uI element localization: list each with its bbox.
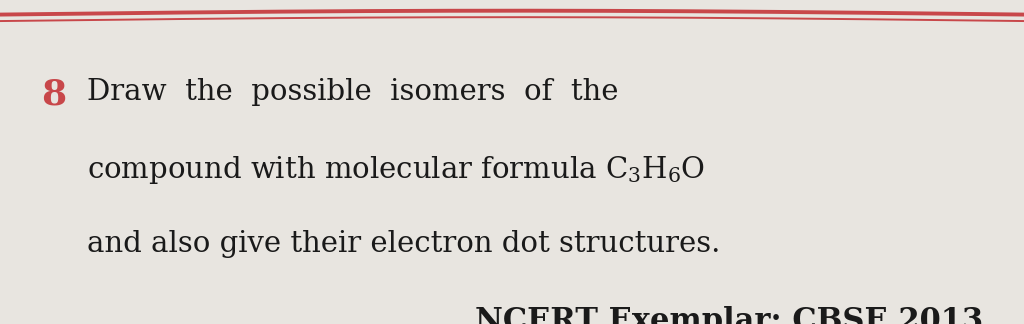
Text: 8: 8	[41, 78, 67, 112]
Text: Draw  the  possible  isomers  of  the: Draw the possible isomers of the	[87, 78, 618, 106]
Text: compound with molecular formula $\mathregular{C_3H_6O}$: compound with molecular formula $\mathre…	[87, 154, 706, 186]
Text: NCERT Exemplar; CBSE 2013: NCERT Exemplar; CBSE 2013	[475, 306, 983, 324]
Text: and also give their electron dot structures.: and also give their electron dot structu…	[87, 230, 721, 258]
